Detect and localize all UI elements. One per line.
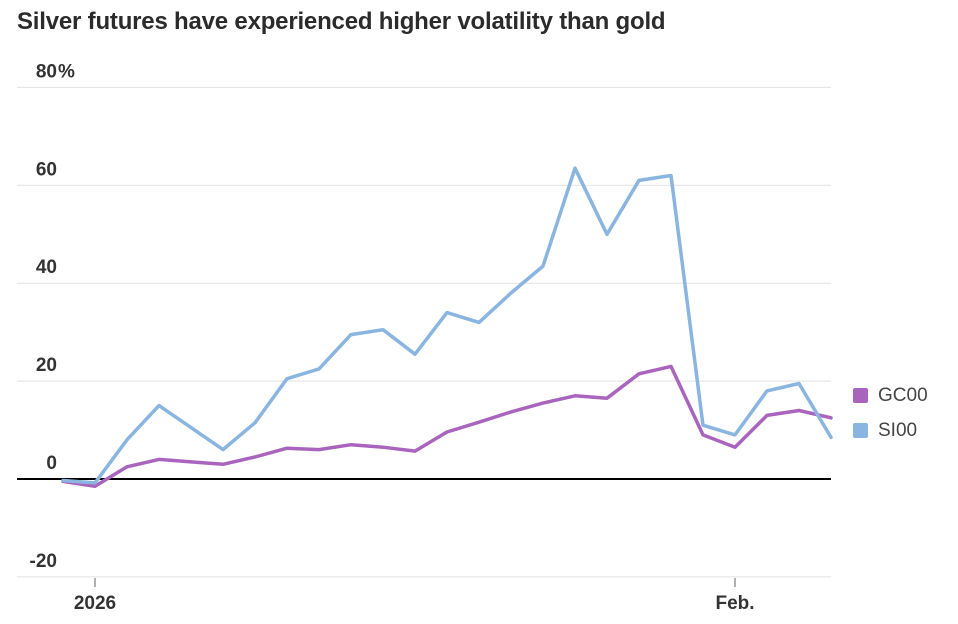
gc00-legend-swatch: [853, 388, 868, 403]
series-line-gc00: [61, 364, 833, 489]
legend-item-si00: SI00: [853, 420, 953, 441]
legend-item-gc00: GC00: [853, 385, 953, 406]
y-axis-label: 80: [36, 61, 57, 82]
x-axis-label: Feb.: [715, 593, 754, 614]
gc00-legend-label: GC00: [878, 384, 928, 406]
y-axis-label: 0: [46, 453, 57, 474]
chart-legend: GC00 SI00: [853, 385, 953, 458]
y-axis-label: 60: [36, 159, 57, 180]
x-axis-label: 2026: [74, 593, 116, 614]
y-axis-percent-sign: %: [58, 61, 75, 82]
si00-legend-swatch: [853, 423, 868, 438]
y-axis-label: 20: [36, 355, 57, 376]
si00-legend-label: SI00: [878, 419, 918, 441]
y-axis-label: 40: [36, 257, 57, 278]
y-axis-label: -20: [30, 551, 57, 572]
series-line-si00: [61, 166, 833, 485]
chart-title: Silver futures have experienced higher v…: [17, 8, 666, 35]
